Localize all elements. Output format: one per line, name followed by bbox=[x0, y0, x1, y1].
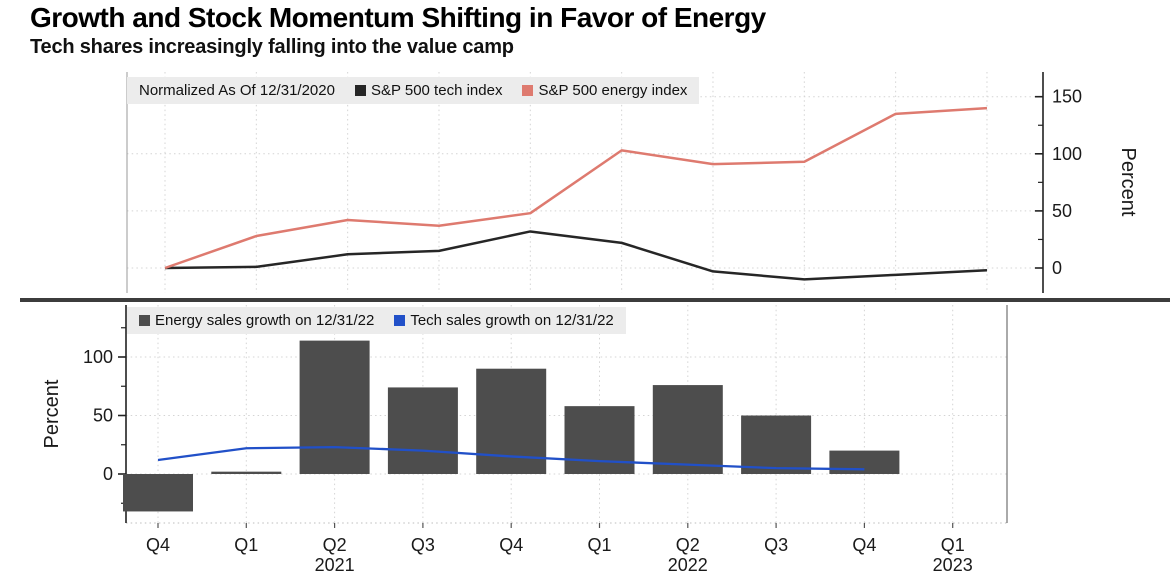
bottom-legend-series-0-item: Energy sales growth on 12/31/22 bbox=[139, 312, 374, 329]
bottom-legend-series-0-label: Energy sales growth on 12/31/22 bbox=[155, 312, 375, 329]
energy-sales-bar bbox=[741, 415, 812, 474]
x-tick-label: Q2 bbox=[323, 535, 347, 555]
x-tick-label: Q2 bbox=[676, 535, 700, 555]
top-legend-series-1-swatch-icon bbox=[522, 85, 534, 96]
legend-note: Normalized As Of 12/31/2020 bbox=[139, 82, 335, 99]
x-year-label: 2021 bbox=[315, 555, 355, 574]
bottom-chart-legend: Energy sales growth on 12/31/22 Tech sale… bbox=[127, 307, 626, 334]
panel-divider bbox=[20, 298, 1170, 302]
x-tick-label: Q1 bbox=[941, 535, 965, 555]
x-tick-label: Q3 bbox=[411, 535, 435, 555]
bottom-y-axis-label: Percent bbox=[41, 379, 63, 448]
top-y-tick-label: 150 bbox=[1052, 87, 1082, 107]
energy-index-line bbox=[164, 106, 988, 270]
chart-subtitle: Tech shares increasingly falling into th… bbox=[30, 36, 514, 58]
energy-sales-bar bbox=[387, 387, 458, 474]
x-tick-label: Q4 bbox=[852, 535, 876, 555]
x-tick-label: Q1 bbox=[587, 535, 611, 555]
x-tick-label: Q1 bbox=[234, 535, 258, 555]
energy-sales-bar bbox=[211, 471, 282, 474]
chart-title: Growth and Stock Momentum Shifting in Fa… bbox=[30, 2, 766, 33]
bottom-legend-series-0-swatch-icon bbox=[139, 315, 150, 326]
top-legend-series-1-label: S&P 500 energy index bbox=[538, 82, 688, 99]
bottom-y-tick-label: 50 bbox=[93, 406, 113, 426]
energy-sales-bar bbox=[123, 474, 193, 512]
x-tick-label: Q3 bbox=[764, 535, 788, 555]
top-legend-series-0-swatch-icon bbox=[354, 85, 366, 96]
bottom-y-tick-label: 0 bbox=[103, 464, 113, 484]
top-y-axis-label: Percent bbox=[1117, 148, 1139, 217]
energy-sales-bar bbox=[564, 406, 635, 474]
top-y-tick-label: 100 bbox=[1052, 144, 1082, 164]
bottom-legend-series-1-label: Tech sales growth on 12/31/22 bbox=[410, 312, 614, 329]
top-y-tick-label: 0 bbox=[1052, 258, 1062, 278]
top-legend-series-0-label: S&P 500 tech index bbox=[370, 82, 503, 99]
bottom-legend-series-1-swatch-icon bbox=[394, 315, 406, 326]
bottom-legend-series-1-item: Tech sales growth on 12/31/22 bbox=[394, 312, 614, 329]
energy-sales-bar bbox=[652, 385, 723, 474]
energy-sales-bar bbox=[829, 450, 900, 474]
top-legend-series-1-item: S&P 500 energy index bbox=[522, 82, 687, 99]
energy-sales-bar bbox=[299, 340, 370, 474]
top-legend-series-0-item: S&P 500 tech index bbox=[354, 82, 503, 99]
top-y-tick-label: 50 bbox=[1052, 201, 1072, 221]
x-year-label: 2022 bbox=[668, 555, 708, 574]
x-tick-label: Q4 bbox=[146, 535, 170, 555]
tech-index-line bbox=[164, 230, 988, 281]
x-year-label: 2023 bbox=[933, 555, 973, 574]
x-tick-label: Q4 bbox=[499, 535, 523, 555]
top-chart-legend: Normalized As Of 12/31/2020 S&P 500 tech … bbox=[127, 77, 700, 104]
tech-sales-line bbox=[157, 445, 865, 471]
bottom-y-tick-label: 100 bbox=[83, 347, 113, 367]
